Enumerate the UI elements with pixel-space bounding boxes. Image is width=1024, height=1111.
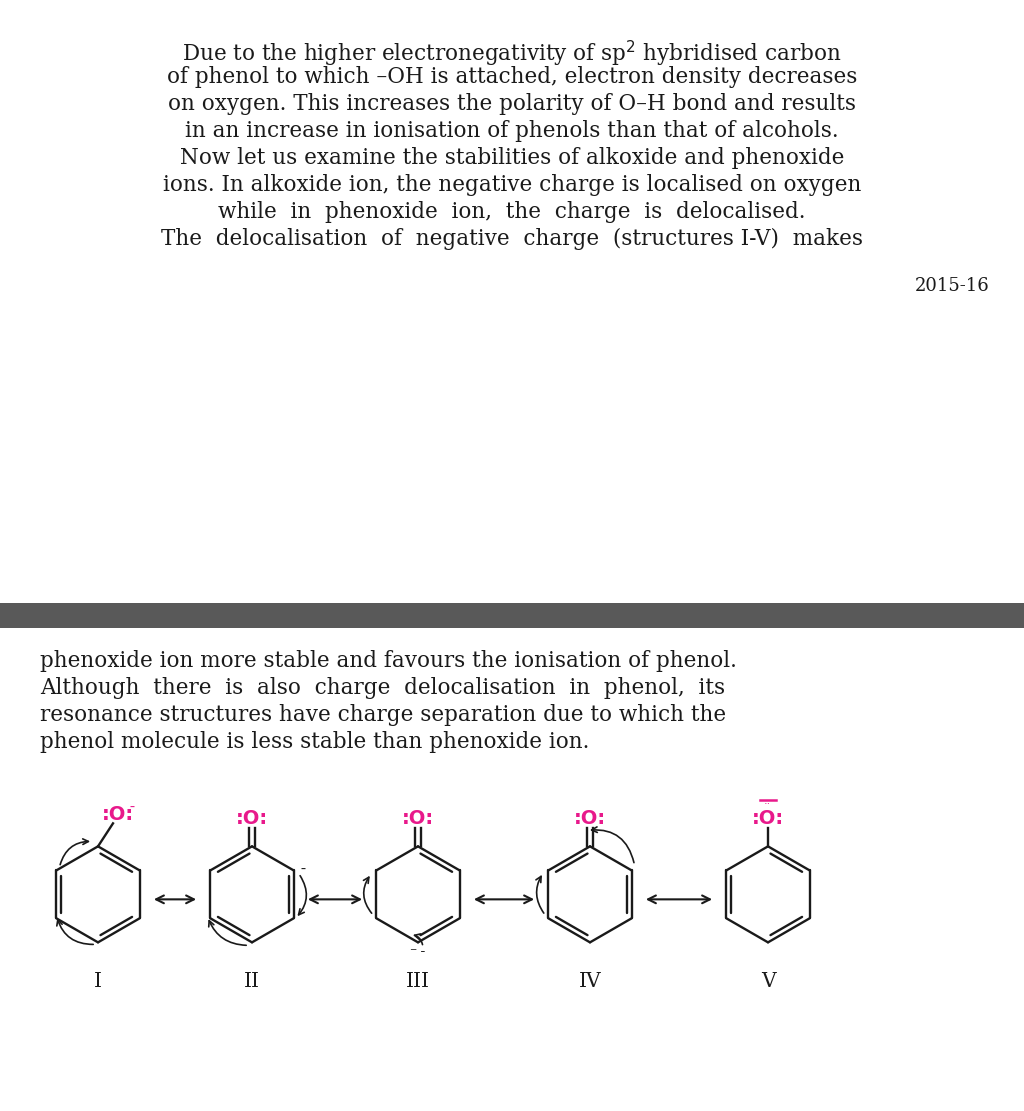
Text: Now let us examine the stabilities of alkoxide and phenoxide: Now let us examine the stabilities of al… — [180, 147, 844, 169]
Text: II: II — [244, 972, 260, 991]
Text: $\mathsf{\bar{\ }}$: $\mathsf{\bar{\ }}$ — [129, 798, 136, 811]
Text: The  delocalisation  of  negative  charge  (structures I-V)  makes: The delocalisation of negative charge (s… — [161, 228, 863, 250]
Text: III: III — [406, 972, 430, 991]
Text: phenoxide ion more stable and favours the ionisation of phenol.: phenoxide ion more stable and favours th… — [40, 650, 737, 672]
Text: :O:: :O: — [102, 804, 134, 824]
Text: in an increase in ionisation of phenols than that of alcohols.: in an increase in ionisation of phenols … — [185, 120, 839, 142]
Text: of phenol to which –OH is attached, electron density decreases: of phenol to which –OH is attached, elec… — [167, 66, 857, 88]
Text: $\mathsf{\bar{\ }}$: $\mathsf{\bar{\ }}$ — [300, 859, 307, 873]
Text: IV: IV — [579, 972, 601, 991]
Text: phenol molecule is less stable than phenoxide ion.: phenol molecule is less stable than phen… — [40, 731, 590, 753]
Text: 2015-16: 2015-16 — [915, 277, 990, 294]
Text: Although  there  is  also  charge  delocalisation  in  phenol,  its: Although there is also charge delocalisa… — [40, 677, 725, 699]
Text: resonance structures have charge separation due to which the: resonance structures have charge separat… — [40, 704, 726, 725]
Bar — [0, 603, 1024, 628]
Text: while  in  phenoxide  ion,  the  charge  is  delocalised.: while in phenoxide ion, the charge is de… — [218, 201, 806, 223]
Text: :O:: :O: — [236, 809, 268, 828]
Text: ions. In alkoxide ion, the negative charge is localised on oxygen: ions. In alkoxide ion, the negative char… — [163, 174, 861, 196]
Text: on oxygen. This increases the polarity of O–H bond and results: on oxygen. This increases the polarity o… — [168, 93, 856, 114]
Text: :O:: :O: — [573, 809, 606, 828]
Text: :O:: :O: — [752, 809, 784, 828]
Text: ··: ·· — [763, 799, 771, 809]
Text: $^{-}$: $^{-}$ — [409, 945, 417, 959]
Text: V: V — [761, 972, 775, 991]
Text: :O:: :O: — [402, 809, 434, 828]
Text: $\mathsf{\bar{\ }}$: $\mathsf{\bar{\ }}$ — [420, 944, 426, 957]
Text: I: I — [94, 972, 102, 991]
Text: Due to the higher electronegativity of sp$^{2}$ hybridised carbon: Due to the higher electronegativity of s… — [182, 39, 842, 69]
